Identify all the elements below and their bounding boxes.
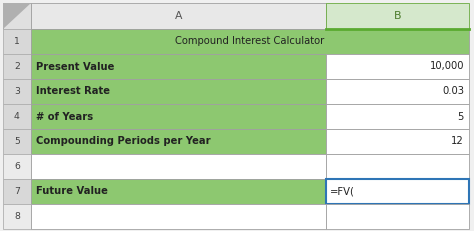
Bar bbox=[31, 79, 326, 104]
Bar bbox=[3, 204, 31, 229]
Text: 7: 7 bbox=[14, 187, 20, 196]
Bar bbox=[326, 104, 469, 129]
Bar bbox=[3, 54, 31, 79]
Bar bbox=[31, 154, 326, 179]
Text: 5: 5 bbox=[14, 137, 20, 146]
Text: 5: 5 bbox=[457, 112, 464, 122]
Bar bbox=[3, 3, 31, 29]
Text: Interest Rate: Interest Rate bbox=[36, 86, 110, 97]
Text: A: A bbox=[175, 11, 182, 21]
Bar bbox=[31, 129, 326, 154]
Bar bbox=[326, 129, 469, 154]
Bar bbox=[326, 204, 469, 229]
Bar bbox=[3, 179, 31, 204]
Text: =FV(: =FV( bbox=[330, 186, 355, 197]
Text: B: B bbox=[394, 11, 401, 21]
Bar bbox=[3, 104, 31, 129]
Text: 6: 6 bbox=[14, 162, 20, 171]
Text: Present Value: Present Value bbox=[36, 61, 114, 72]
Text: 10,000: 10,000 bbox=[429, 61, 464, 72]
Text: 1: 1 bbox=[14, 37, 20, 46]
Bar bbox=[31, 29, 469, 54]
Polygon shape bbox=[3, 3, 31, 29]
Text: 12: 12 bbox=[451, 137, 464, 146]
Bar bbox=[3, 79, 31, 104]
Bar bbox=[31, 3, 326, 29]
Bar bbox=[326, 79, 469, 104]
Text: 4: 4 bbox=[14, 112, 20, 121]
Bar bbox=[326, 54, 469, 79]
Bar bbox=[3, 129, 31, 154]
Bar bbox=[31, 204, 326, 229]
Bar bbox=[31, 54, 326, 79]
Text: 0.03: 0.03 bbox=[442, 86, 464, 97]
Text: Compounding Periods per Year: Compounding Periods per Year bbox=[36, 137, 210, 146]
Bar bbox=[31, 179, 326, 204]
Bar bbox=[326, 3, 469, 29]
Text: 3: 3 bbox=[14, 87, 20, 96]
Text: # of Years: # of Years bbox=[36, 112, 93, 122]
Bar bbox=[3, 154, 31, 179]
Bar bbox=[326, 154, 469, 179]
Text: 8: 8 bbox=[14, 212, 20, 221]
Text: Future Value: Future Value bbox=[36, 186, 108, 197]
Bar bbox=[3, 29, 31, 54]
Bar bbox=[326, 179, 469, 204]
Text: Compound Interest Calculator: Compound Interest Calculator bbox=[175, 36, 325, 46]
Text: 2: 2 bbox=[14, 62, 20, 71]
Bar bbox=[31, 104, 326, 129]
